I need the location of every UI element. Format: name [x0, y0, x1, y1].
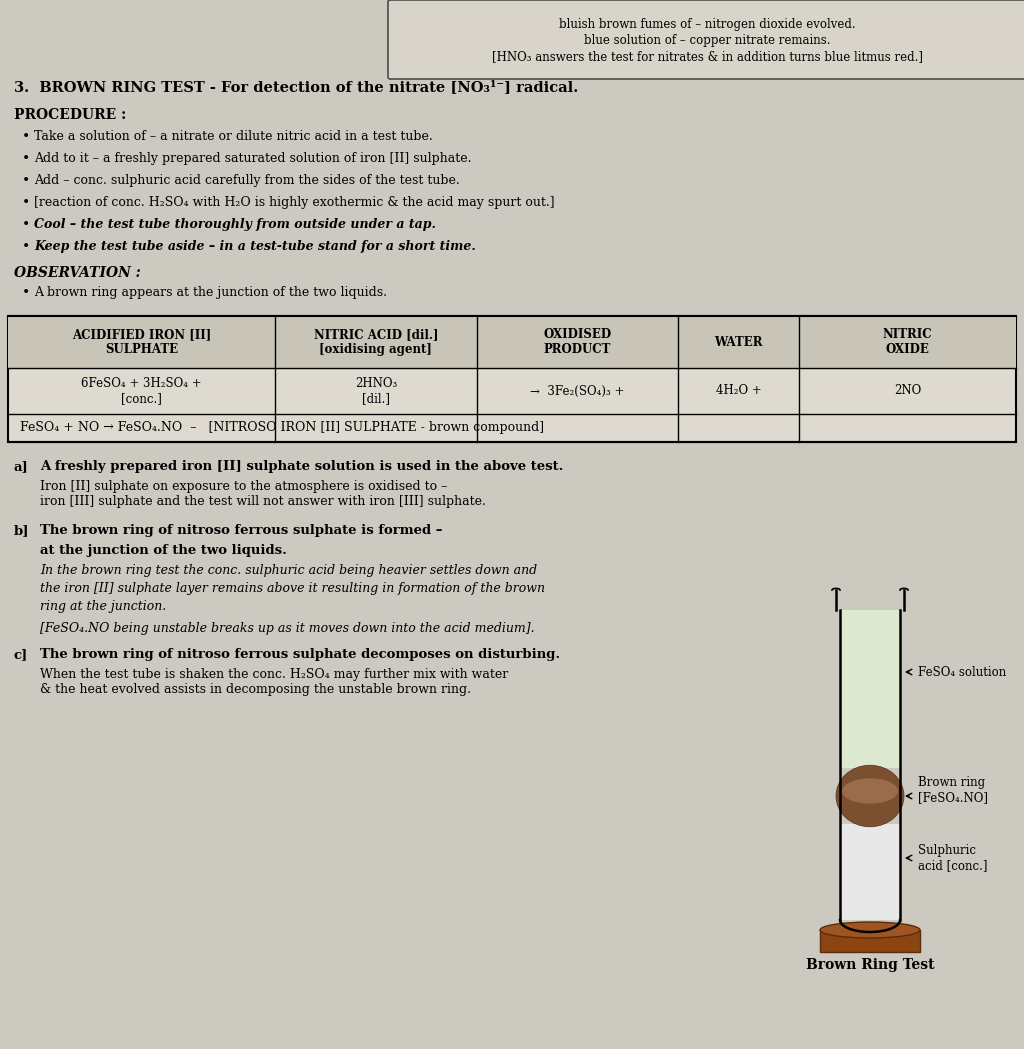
Bar — [8, 316, 1016, 368]
Text: FeSO₄ solution: FeSO₄ solution — [918, 665, 1007, 679]
Text: •: • — [22, 130, 31, 144]
Text: •: • — [22, 218, 31, 232]
Text: •: • — [22, 240, 31, 254]
Text: FeSO₄ + NO → FeSO₄.NO  –   [NITROSO IRON [II] SULPHATE - brown compound]: FeSO₄ + NO → FeSO₄.NO – [NITROSO IRON [I… — [20, 422, 544, 434]
Text: Keep the test tube aside – in a test-tube stand for a short time.: Keep the test tube aside – in a test-tub… — [34, 240, 476, 253]
Text: Take a solution of – a nitrate or dilute nitric acid in a test tube.: Take a solution of – a nitrate or dilute… — [34, 130, 433, 143]
Text: •: • — [22, 152, 31, 166]
Text: Brown ring
[FeSO₄.NO]: Brown ring [FeSO₄.NO] — [918, 776, 988, 804]
Bar — [840, 611, 900, 768]
Text: ACIDIFIED IRON [II]
SULPHATE: ACIDIFIED IRON [II] SULPHATE — [72, 328, 211, 356]
Text: Add – conc. sulphuric acid carefully from the sides of the test tube.: Add – conc. sulphuric acid carefully fro… — [34, 174, 460, 187]
Text: a]: a] — [14, 461, 29, 473]
Text: In the brown ring test the conc. sulphuric acid being heavier settles down and: In the brown ring test the conc. sulphur… — [40, 564, 538, 577]
Text: b]: b] — [14, 524, 30, 537]
Text: A brown ring appears at the junction of the two liquids.: A brown ring appears at the junction of … — [34, 286, 387, 299]
Text: blue solution of – copper nitrate remains.: blue solution of – copper nitrate remain… — [584, 34, 830, 47]
Text: 3.  BROWN RING TEST - For detection of the nitrate [NO₃¹⁻] radical.: 3. BROWN RING TEST - For detection of th… — [14, 80, 579, 94]
Text: Add to it – a freshly prepared saturated solution of iron [II] sulphate.: Add to it – a freshly prepared saturated… — [34, 152, 471, 165]
Bar — [820, 930, 920, 952]
FancyBboxPatch shape — [388, 0, 1024, 79]
Text: OBSERVATION :: OBSERVATION : — [14, 266, 140, 280]
Text: Brown Ring Test: Brown Ring Test — [806, 958, 934, 972]
Text: 4H₂O +: 4H₂O + — [716, 385, 762, 398]
Text: at the junction of the two liquids.: at the junction of the two liquids. — [40, 544, 287, 557]
Text: When the test tube is shaken the conc. H₂SO₄ may further mix with water
& the he: When the test tube is shaken the conc. H… — [40, 668, 508, 695]
Text: •: • — [22, 196, 31, 210]
Text: the iron [II] sulphate layer remains above it resulting in formation of the brow: the iron [II] sulphate layer remains abo… — [40, 582, 545, 595]
Text: c]: c] — [14, 648, 29, 661]
Text: NITRIC
OXIDE: NITRIC OXIDE — [883, 328, 933, 356]
Text: The brown ring of nitroso ferrous sulphate decomposes on disturbing.: The brown ring of nitroso ferrous sulpha… — [40, 648, 560, 661]
Text: Cool – the test tube thoroughly from outside under a tap.: Cool – the test tube thoroughly from out… — [34, 218, 436, 231]
Text: WATER: WATER — [715, 336, 763, 348]
Text: Iron [II] sulphate on exposure to the atmosphere is oxidised to –
iron [III] sul: Iron [II] sulphate on exposure to the at… — [40, 480, 485, 508]
Text: [HNO₃ answers the test for nitrates & in addition turns blue litmus red.]: [HNO₃ answers the test for nitrates & in… — [492, 50, 923, 63]
Text: OXIDISED
PRODUCT: OXIDISED PRODUCT — [544, 328, 611, 356]
Ellipse shape — [836, 765, 904, 827]
Text: [reaction of conc. H₂SO₄ with H₂O is highly exothermic & the acid may spurt out.: [reaction of conc. H₂SO₄ with H₂O is hig… — [34, 196, 555, 209]
Text: •: • — [22, 286, 31, 300]
Text: 2HNO₃
[dil.]: 2HNO₃ [dil.] — [354, 377, 397, 405]
Text: Sulphuric
acid [conc.]: Sulphuric acid [conc.] — [918, 844, 987, 872]
Text: [FeSO₄.NO being unstable breaks up as it moves down into the acid medium].: [FeSO₄.NO being unstable breaks up as it… — [40, 622, 535, 635]
Bar — [8, 316, 1016, 442]
Text: →  3Fe₂(SO₄)₃ +: → 3Fe₂(SO₄)₃ + — [530, 385, 625, 398]
Text: A freshly prepared iron [II] sulphate solution is used in the above test.: A freshly prepared iron [II] sulphate so… — [40, 461, 563, 473]
Text: 6FeSO₄ + 3H₂SO₄ +
[conc.]: 6FeSO₄ + 3H₂SO₄ + [conc.] — [81, 377, 202, 405]
Text: •: • — [22, 174, 31, 188]
Text: NITRIC ACID [dil.]
[oxidising agent]: NITRIC ACID [dil.] [oxidising agent] — [313, 328, 438, 356]
Text: The brown ring of nitroso ferrous sulphate is formed –: The brown ring of nitroso ferrous sulpha… — [40, 524, 442, 537]
Text: bluish brown fumes of – nitrogen dioxide evolved.: bluish brown fumes of – nitrogen dioxide… — [559, 18, 855, 31]
Text: PROCEDURE :: PROCEDURE : — [14, 108, 126, 122]
Text: 2NO: 2NO — [894, 385, 922, 398]
Text: ring at the junction.: ring at the junction. — [40, 600, 166, 613]
Ellipse shape — [842, 778, 898, 804]
Bar — [840, 825, 900, 920]
Ellipse shape — [820, 922, 920, 938]
